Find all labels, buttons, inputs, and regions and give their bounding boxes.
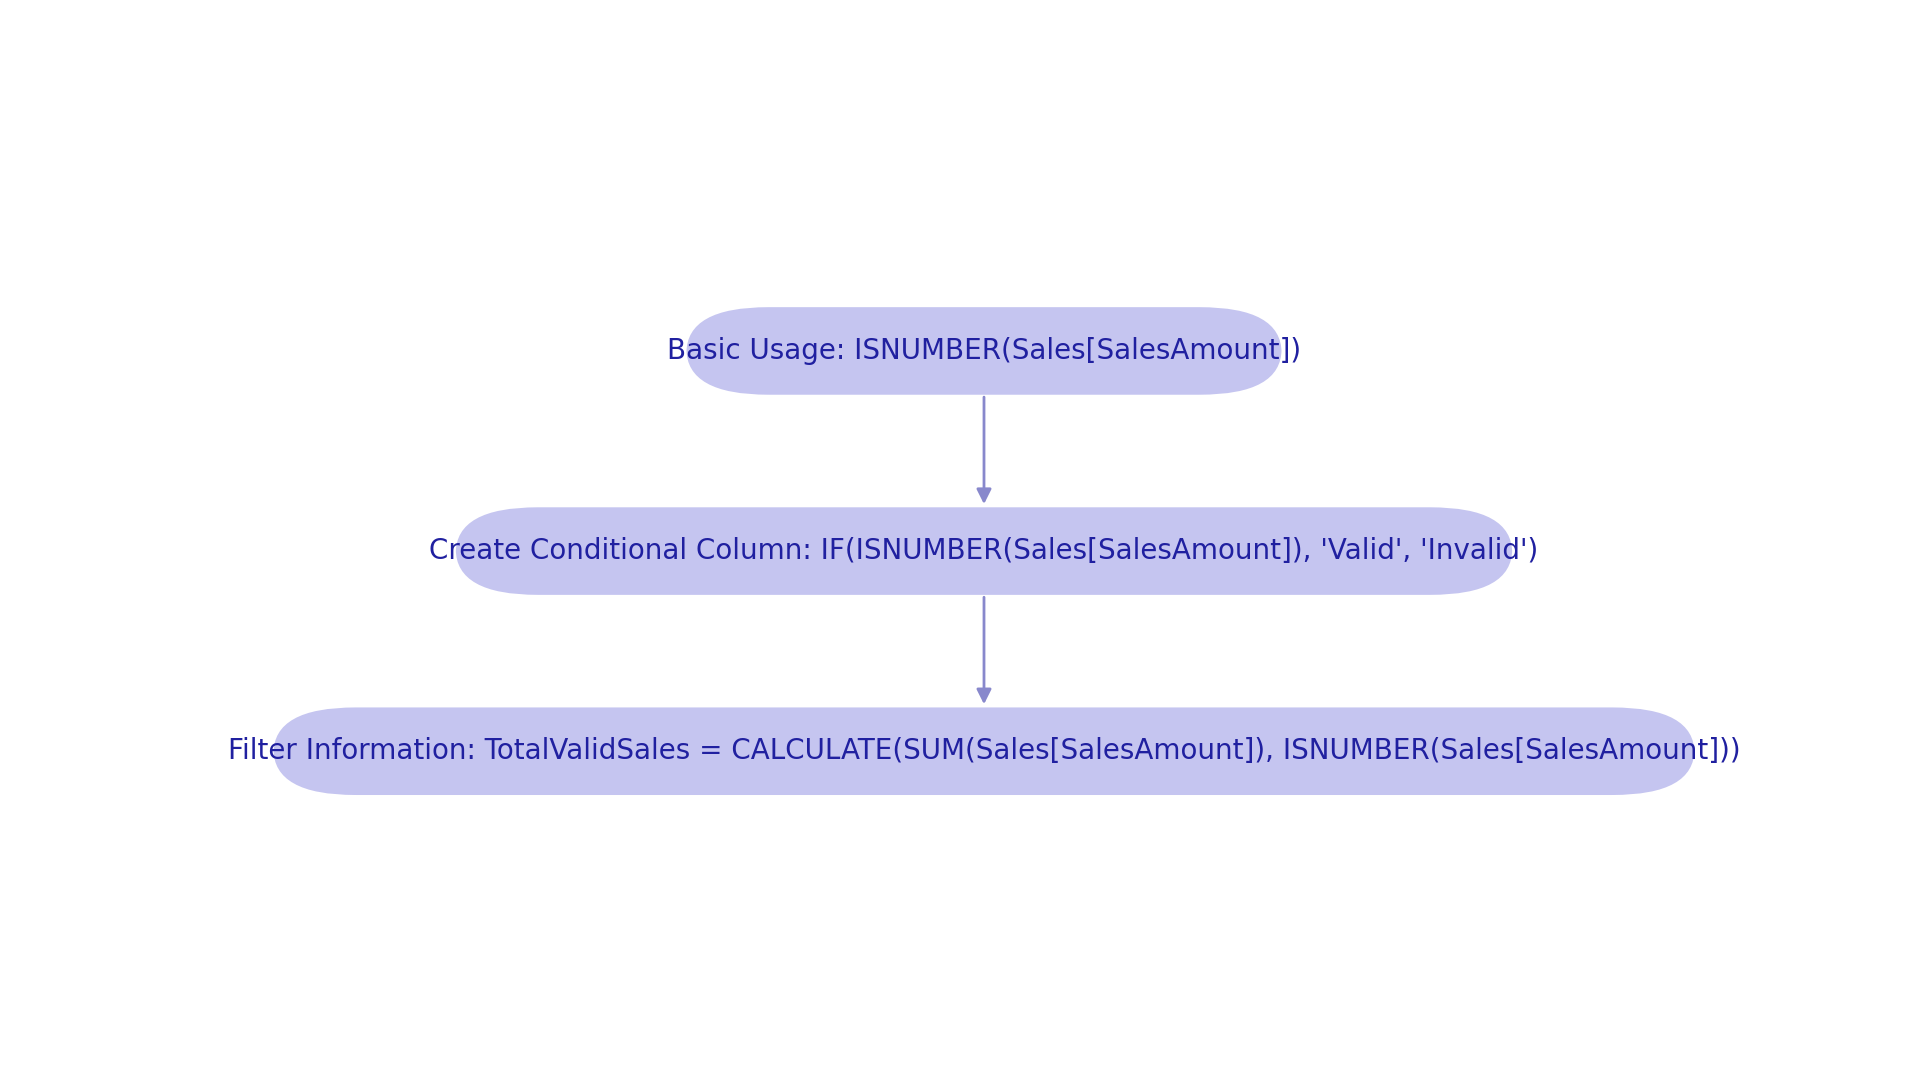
Text: Filter Information: TotalValidSales = CALCULATE(SUM(Sales[SalesAmount]), ISNUMBE: Filter Information: TotalValidSales = CA…: [228, 738, 1740, 766]
Text: Create Conditional Column: IF(ISNUMBER(Sales[SalesAmount]), 'Valid', 'Invalid'): Create Conditional Column: IF(ISNUMBER(S…: [430, 537, 1538, 565]
FancyBboxPatch shape: [455, 507, 1513, 595]
FancyBboxPatch shape: [273, 707, 1695, 795]
Text: Basic Usage: ISNUMBER(Sales[SalesAmount]): Basic Usage: ISNUMBER(Sales[SalesAmount]…: [666, 337, 1302, 365]
FancyBboxPatch shape: [687, 308, 1283, 394]
